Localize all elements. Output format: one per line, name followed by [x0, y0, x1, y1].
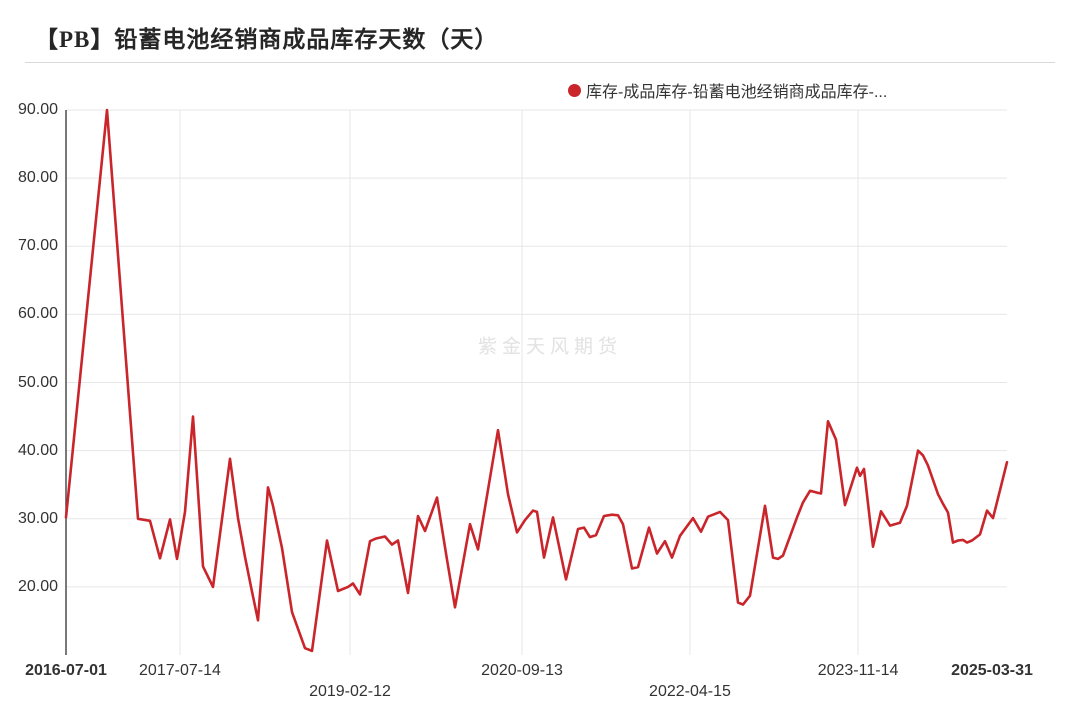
- chart-title: 【PB】铅蓄电池经销商成品库存天数（天）: [35, 27, 499, 52]
- y-tick-label: 60.00: [17, 305, 58, 323]
- x-tick-label: 2019-02-12: [309, 683, 391, 700]
- x-tick-label: 2022-04-15: [649, 683, 731, 700]
- legend-label: 库存-成品库存-铅蓄电池经销商成品库存-...: [586, 84, 888, 101]
- x-tick-label: 2016-07-01: [25, 662, 107, 679]
- y-tick-label: 80.00: [17, 169, 58, 187]
- legend-marker-icon: [568, 83, 581, 97]
- y-tick-label: 50.00: [17, 373, 58, 391]
- title-separator: [25, 62, 1055, 63]
- y-tick-label: 20.00: [17, 577, 58, 595]
- y-tick-label: 90.00: [17, 101, 58, 118]
- y-tick-label: 70.00: [17, 237, 58, 255]
- y-tick-label: 40.00: [17, 441, 58, 459]
- y-tick-label: 30.00: [17, 509, 58, 527]
- watermark: 紫金天风期货: [477, 336, 623, 358]
- x-tick-label: 2025-03-31: [951, 662, 1033, 679]
- series-line: [64, 108, 1009, 653]
- x-tick-label: 2020-09-13: [481, 662, 563, 679]
- x-tick-label: 2023-11-14: [817, 662, 899, 679]
- x-tick-label: 2017-07-14: [139, 662, 221, 679]
- legend-item[interactable]: 库存-成品库存-铅蓄电池经销商成品库存-...: [568, 78, 887, 102]
